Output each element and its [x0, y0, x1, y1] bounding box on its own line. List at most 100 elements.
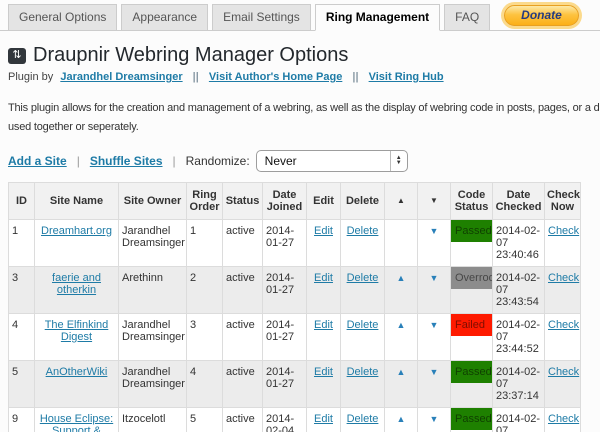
header-ring-order: Ring Order — [186, 181, 223, 220]
byline-separator: || — [352, 71, 359, 83]
byline-separator: || — [192, 71, 199, 83]
cell-date-joined: 2014-01-27 — [262, 312, 307, 361]
header-date-checked: Date Checked — [492, 181, 545, 220]
table-row: 9 House Eclipse: Support & Resource Itzo… — [8, 406, 581, 432]
cell-date-checked: 2014-02-07 23:37:14 — [492, 359, 545, 408]
table-row: 1 Dreamhart.org Jarandhel Dreamsinger 1 … — [8, 218, 581, 267]
move-up-button[interactable]: ▲ — [396, 272, 406, 283]
cell-site-owner: Arethinn — [118, 265, 187, 314]
tab-faq[interactable]: FAQ — [444, 4, 491, 31]
webring-sites-table: ID Site Name Site Owner Ring Order Statu… — [8, 181, 581, 432]
tab-appearance[interactable]: Appearance — [121, 4, 209, 31]
randomize-select[interactable]: Never ▲ ▼ — [255, 149, 408, 172]
byline: Plugin by Jarandhel Dreamsinger || Visit… — [8, 71, 600, 83]
code-status-badge: Passed — [451, 361, 492, 383]
delete-link[interactable]: Delete — [346, 271, 379, 284]
header-site-owner: Site Owner — [118, 181, 187, 220]
cell-date-joined: 2014-01-27 — [262, 218, 307, 267]
header-date-joined: Date Joined — [262, 181, 307, 220]
cell-id: 5 — [8, 359, 35, 408]
check-link[interactable]: Check — [548, 271, 580, 284]
cell-site-owner: Jarandhel Dreamsinger — [118, 218, 187, 267]
site-name-link[interactable]: The Elfinkind Digest — [44, 318, 109, 343]
cell-ring-order: 4 — [186, 359, 223, 408]
cell-id: 9 — [8, 406, 35, 432]
cell-ring-order: 5 — [186, 406, 223, 432]
cell-id: 1 — [8, 218, 35, 267]
tab-email-settings[interactable]: Email Settings — [212, 4, 311, 31]
edit-link[interactable]: Edit — [314, 412, 333, 425]
site-name-link[interactable]: faerie and otherkin — [52, 271, 101, 296]
cell-site-owner: Itzocelotl — [118, 406, 187, 432]
toolbar-separator: | — [76, 153, 80, 168]
byline-prefix: Plugin by — [8, 71, 54, 83]
add-a-site-link[interactable]: Add a Site — [8, 153, 67, 168]
cell-id: 4 — [8, 312, 35, 361]
header-site-name: Site Name — [34, 181, 119, 220]
move-up-button[interactable]: ▲ — [396, 413, 406, 424]
tab-bar: General Options Appearance Email Setting… — [0, 0, 600, 31]
header-check-now: Check Now — [544, 181, 581, 220]
move-down-button[interactable]: ▼ — [429, 413, 439, 424]
check-link[interactable]: Check — [548, 224, 580, 237]
tab-ring-management[interactable]: Ring Management — [314, 4, 441, 31]
move-down-button[interactable]: ▼ — [429, 366, 439, 377]
edit-link[interactable]: Edit — [314, 365, 333, 378]
code-status-badge: Passed — [451, 220, 492, 242]
cell-ring-order: 3 — [186, 312, 223, 361]
page-title-text: Draupnir Webring Manager Options — [33, 44, 349, 66]
move-up-button[interactable]: ▲ — [396, 319, 406, 330]
author-link[interactable]: Jarandhel Dreamsinger — [60, 71, 183, 83]
delete-link[interactable]: Delete — [346, 224, 379, 237]
edit-link[interactable]: Edit — [314, 318, 333, 331]
move-down-button[interactable]: ▼ — [429, 272, 439, 283]
cell-status: active — [222, 406, 263, 432]
randomize-selected-value: Never — [264, 153, 297, 168]
cell-status: active — [222, 359, 263, 408]
site-name-link[interactable]: AnOtherWiki — [45, 365, 108, 378]
move-up-button[interactable]: ▲ — [396, 366, 406, 377]
randomize-label: Randomize: — [185, 153, 250, 168]
code-status-badge: Failed — [451, 314, 492, 336]
toolbar-separator: | — [172, 153, 176, 168]
cell-ring-order: 1 — [186, 218, 223, 267]
table-header-row: ID Site Name Site Owner Ring Order Statu… — [8, 181, 581, 220]
edit-link[interactable]: Edit — [314, 224, 333, 237]
tab-general-options[interactable]: General Options — [8, 4, 118, 31]
cell-date-joined: 2014-01-27 — [262, 265, 307, 314]
shuffle-sites-link[interactable]: Shuffle Sites — [89, 153, 163, 168]
delete-link[interactable]: Delete — [346, 412, 379, 425]
ring-hub-link[interactable]: Visit Ring Hub — [368, 71, 444, 83]
cell-date-checked: 2014-02-07 23:40:46 — [492, 218, 545, 267]
author-home-link[interactable]: Visit Author's Home Page — [208, 71, 343, 83]
main-content: ⇅ Draupnir Webring Manager Options Plugi… — [0, 44, 600, 432]
delete-link[interactable]: Delete — [346, 318, 379, 331]
cell-date-checked: 2014-02-07 23:38:21 — [492, 406, 545, 432]
header-delete: Delete — [340, 181, 385, 220]
donate-button[interactable]: Donate — [504, 5, 579, 26]
cell-status: active — [222, 265, 263, 314]
description-line-2: used together or seperately. — [8, 121, 139, 134]
delete-link[interactable]: Delete — [346, 365, 379, 378]
move-down-button[interactable]: ▼ — [429, 225, 439, 236]
toolbar: Add a Site | Shuffle Sites | Randomize: … — [8, 149, 600, 172]
cell-status: active — [222, 218, 263, 267]
edit-link[interactable]: Edit — [314, 271, 333, 284]
check-link[interactable]: Check — [548, 365, 580, 378]
move-down-button[interactable]: ▼ — [429, 319, 439, 330]
header-id: ID — [8, 181, 35, 220]
table-row: 4 The Elfinkind Digest Jarandhel Dreamsi… — [8, 312, 581, 361]
check-link[interactable]: Check — [548, 318, 580, 331]
header-code-status: Code Status — [450, 181, 493, 220]
header-sort-down-icon: ▼ — [417, 181, 451, 220]
cell-date-joined: 2014-01-27 — [262, 359, 307, 408]
header-status: Status — [222, 181, 263, 220]
header-edit: Edit — [306, 181, 341, 220]
cell-date-checked: 2014-02-07 23:43:54 — [492, 265, 545, 314]
site-name-link[interactable]: Dreamhart.org — [41, 224, 112, 237]
site-name-link[interactable]: House Eclipse: Support & Resource — [39, 412, 114, 432]
cell-date-checked: 2014-02-07 23:44:52 — [492, 312, 545, 361]
code-status-badge: Overrode — [451, 267, 492, 289]
sort-arrows-icon: ⇅ — [8, 47, 26, 64]
check-link[interactable]: Check — [548, 412, 580, 425]
